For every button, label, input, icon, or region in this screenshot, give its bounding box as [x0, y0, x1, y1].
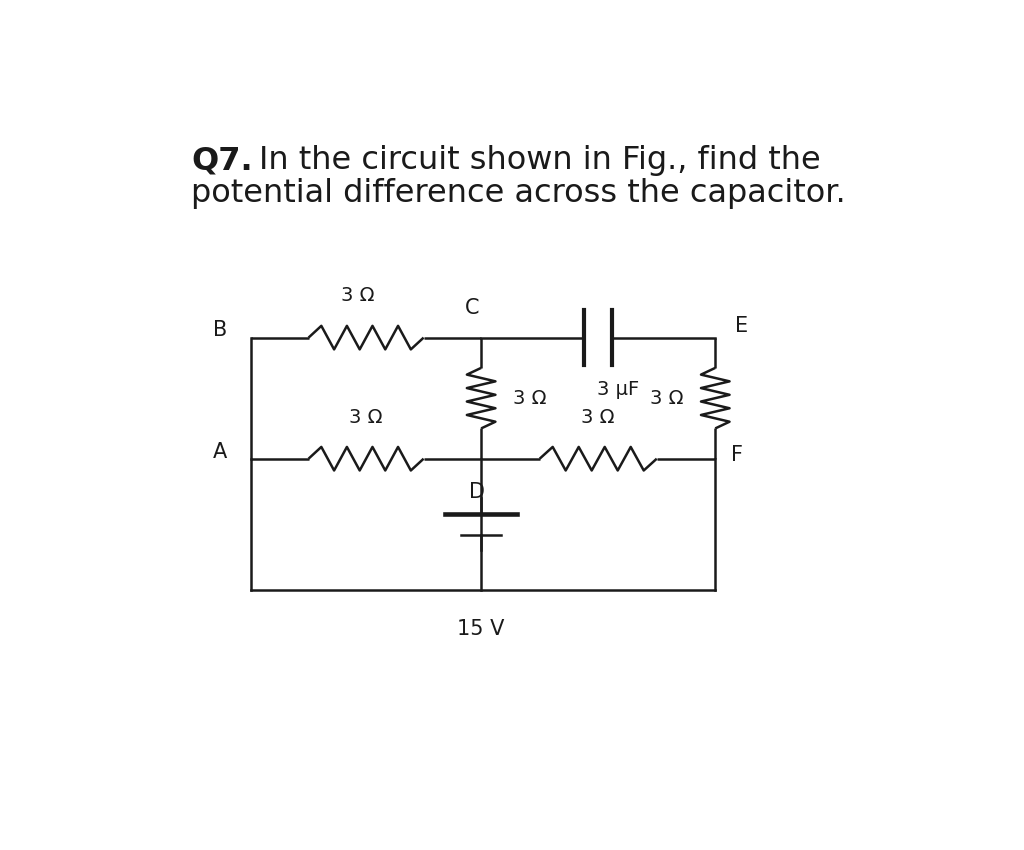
Text: In the circuit shown in Fig., find the: In the circuit shown in Fig., find the — [259, 145, 820, 177]
Text: Q7.: Q7. — [191, 145, 253, 177]
Text: C: C — [464, 298, 479, 318]
Text: 15 V: 15 V — [458, 619, 505, 639]
Text: F: F — [731, 445, 743, 466]
Text: 3 Ω: 3 Ω — [341, 286, 375, 305]
Text: E: E — [735, 316, 749, 336]
Text: potential difference across the capacitor.: potential difference across the capacito… — [191, 178, 846, 209]
Text: 3 Ω: 3 Ω — [513, 388, 547, 408]
Text: B: B — [213, 320, 227, 340]
Text: 3 Ω: 3 Ω — [650, 388, 684, 408]
Text: 3 Ω: 3 Ω — [582, 408, 615, 428]
Text: A: A — [213, 442, 227, 462]
Text: D: D — [469, 482, 485, 501]
Text: 3 Ω: 3 Ω — [349, 408, 383, 428]
Text: 3 μF: 3 μF — [597, 380, 639, 399]
